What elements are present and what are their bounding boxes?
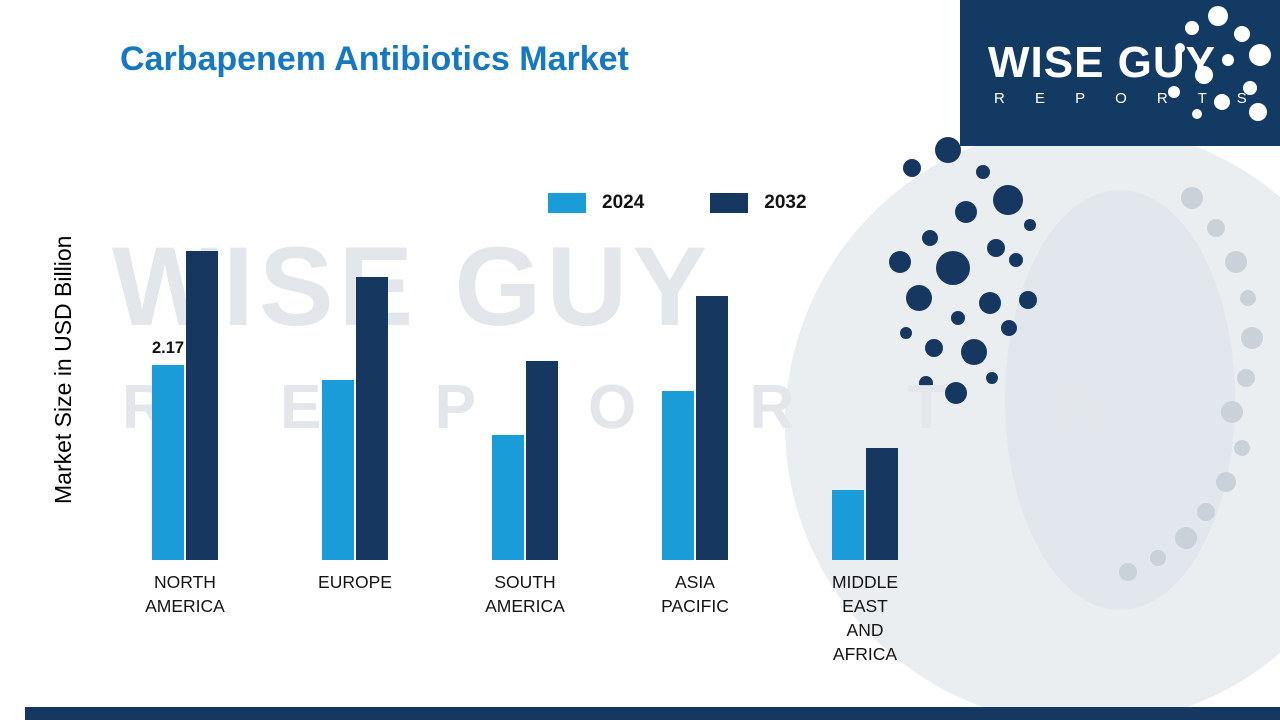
legend-label-2024: 2024 (602, 192, 645, 213)
bars (662, 160, 728, 560)
bar-group-south: SOUTH AMERICA (450, 160, 600, 680)
bar-group-europe: EUROPE (280, 160, 430, 680)
legend-swatch-2032 (710, 193, 749, 213)
watermark-reports: R E P O R T S (122, 373, 1148, 442)
bar-2024 (492, 435, 524, 560)
page-title: Carbapenem Antibiotics Market (120, 40, 629, 78)
legend-swatch-2024 (548, 193, 586, 213)
bar-group-north: 2.17 NORTH AMERICA (110, 160, 260, 680)
bars (832, 160, 898, 560)
data-label: 2.17 (151, 339, 185, 357)
bar-2032 (186, 251, 218, 560)
navy-dots-cluster (889, 137, 1037, 404)
face-silhouette (1005, 190, 1235, 610)
bar-2032 (866, 448, 898, 560)
bar-2032 (696, 296, 728, 560)
bottom-accent-bar (25, 707, 1280, 720)
bar-2024 (832, 490, 864, 560)
bar-2024: 2.17 (152, 339, 184, 560)
bar-2024 (662, 391, 694, 560)
legend-label-2032: 2032 (764, 192, 807, 213)
category-label: SOUTH AMERICA (485, 572, 565, 616)
bars (492, 160, 558, 560)
bars (322, 160, 388, 560)
bars: 2.17 (152, 160, 218, 560)
gray-profile-dots (1119, 187, 1263, 581)
bar-chart: 2.17 NORTH AMERICA EUROPE SOUTH AMERICA ASIA… (110, 160, 940, 680)
category-label: NORTH AMERICA (145, 572, 225, 616)
legend: 2024 2032 (548, 192, 807, 214)
y-axis-label: Market Size in USD Billion (50, 235, 76, 505)
legend-item-2024: 2024 (548, 192, 644, 214)
bar-group-asia: ASIA PACIFIC (620, 160, 770, 680)
legend-item-2032: 2032 (710, 192, 807, 214)
category-label: EUROPE (318, 572, 392, 592)
logo-reports-text: R E P O R T S (994, 90, 1260, 107)
bar-2024 (322, 380, 354, 560)
bar-group-middle: MIDDLE EAST AND AFRICA (790, 160, 940, 680)
wise-guy-reports-logo: WISE GUY R E P O R T S (960, 0, 1280, 146)
category-label: ASIA PACIFIC (661, 572, 729, 616)
bar-2032 (356, 277, 388, 560)
category-label: MIDDLE EAST AND AFRICA (831, 572, 899, 664)
bar-2032 (526, 361, 558, 560)
logo-dots-decoration (1168, 6, 1271, 121)
